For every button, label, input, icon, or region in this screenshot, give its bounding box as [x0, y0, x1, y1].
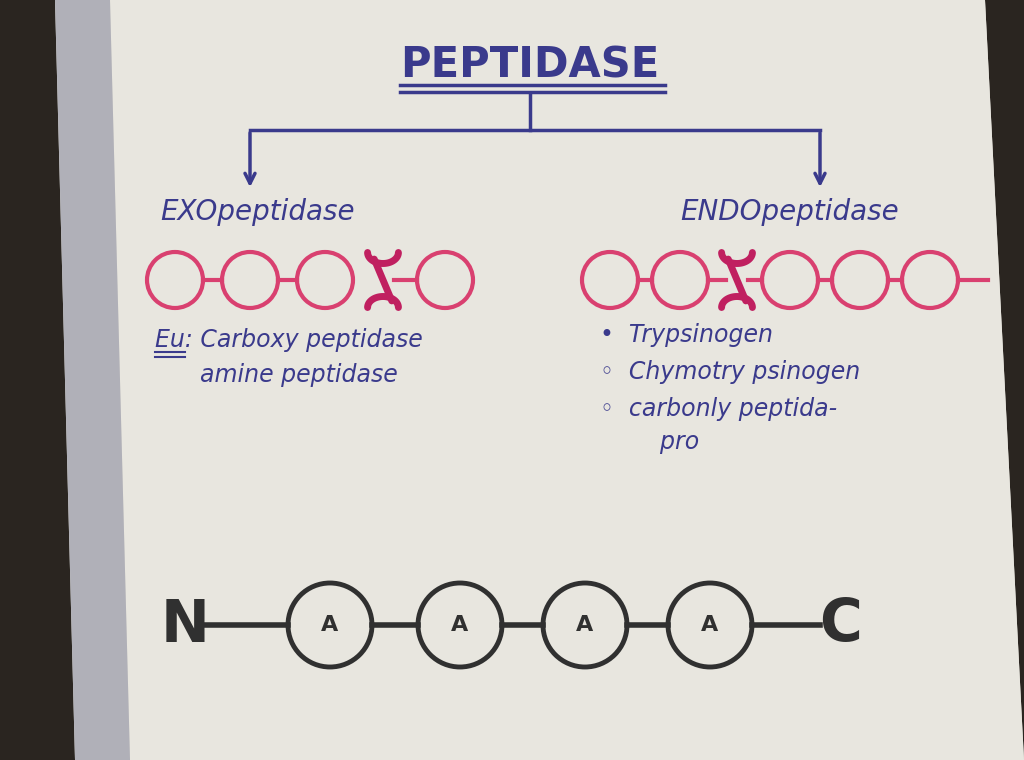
- Text: A: A: [701, 615, 719, 635]
- Text: •  Trypsinogen: • Trypsinogen: [600, 323, 773, 347]
- Text: pro: pro: [630, 430, 699, 454]
- Text: ENDOpeptidase: ENDOpeptidase: [680, 198, 899, 226]
- Text: A: A: [577, 615, 594, 635]
- Text: A: A: [322, 615, 339, 635]
- Text: Eu: Carboxy peptidase: Eu: Carboxy peptidase: [155, 328, 423, 352]
- Text: amine peptidase: amine peptidase: [155, 363, 397, 387]
- Polygon shape: [110, 0, 1024, 760]
- Text: EXOpeptidase: EXOpeptidase: [160, 198, 354, 226]
- Text: N: N: [161, 597, 210, 654]
- Text: ◦  Chymotry psinogen: ◦ Chymotry psinogen: [600, 360, 860, 384]
- Text: ◦  carbonly peptida-: ◦ carbonly peptida-: [600, 397, 838, 421]
- Text: PEPTIDASE: PEPTIDASE: [400, 44, 659, 86]
- Polygon shape: [55, 0, 1024, 760]
- Polygon shape: [55, 0, 130, 760]
- Text: A: A: [452, 615, 469, 635]
- Text: C: C: [818, 597, 861, 654]
